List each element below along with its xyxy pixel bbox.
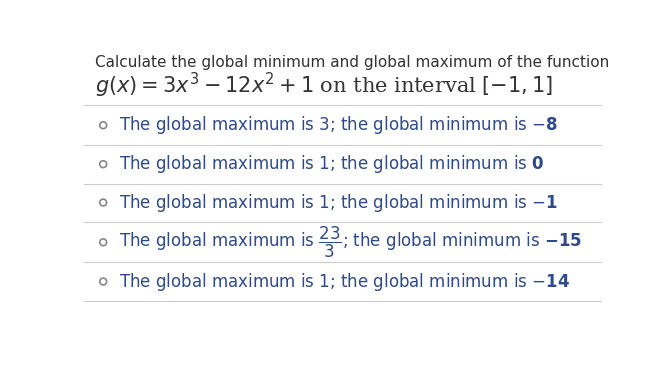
Text: The global maximum is $\dfrac{23}{3}$; the global minimum is $\mathbf{-15}$: The global maximum is $\dfrac{23}{3}$; t… <box>119 225 582 260</box>
Text: The global maximum is 3; the global minimum is $-\mathbf{8}$: The global maximum is 3; the global mini… <box>119 114 558 136</box>
Text: $g(x) = 3x^3 - 12x^2 + 1$ on the interval $[-1, 1]$: $g(x) = 3x^3 - 12x^2 + 1$ on the interva… <box>95 71 553 100</box>
Text: The global maximum is 1; the global minimum is $-\mathbf{1}$: The global maximum is 1; the global mini… <box>119 192 558 214</box>
Text: The global maximum is 1; the global minimum is $\mathbf{0}$: The global maximum is 1; the global mini… <box>119 153 544 175</box>
Text: Calculate the global minimum and global maximum of the function: Calculate the global minimum and global … <box>95 55 609 70</box>
Text: The global maximum is 1; the global minimum is $-\mathbf{14}$: The global maximum is 1; the global mini… <box>119 270 570 293</box>
